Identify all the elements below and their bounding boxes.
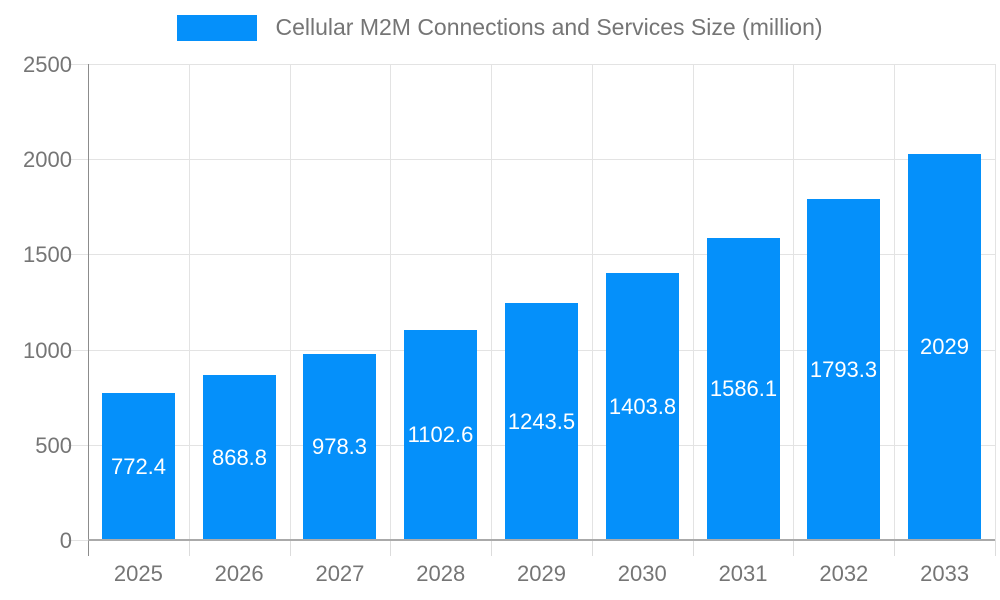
- gridline-vertical: [188, 64, 190, 540]
- bar-2031[interactable]: 1586.1: [707, 238, 780, 540]
- x-axis-tick-label: 2032: [819, 561, 869, 586]
- x-axis-tick: [491, 540, 493, 556]
- x-axis-tick: [995, 540, 996, 556]
- x-axis-line: [88, 539, 995, 541]
- x-axis-tick-label: 2025: [113, 561, 163, 586]
- y-axis-tick-label: 500: [35, 432, 72, 458]
- y-axis-tick: [68, 254, 88, 256]
- bar-value-label: 2029: [920, 334, 969, 359]
- bar-2026[interactable]: 868.8: [203, 375, 276, 540]
- x-axis-tick-label: 2031: [718, 561, 768, 586]
- x-axis-tick-label: 2028: [416, 561, 466, 586]
- y-axis-tick: [68, 444, 88, 446]
- y-axis-tick-label: 1000: [23, 337, 72, 363]
- bar-value-label: 1586.1: [709, 376, 778, 401]
- x-axis-tick: [894, 540, 896, 556]
- bar-2030[interactable]: 1403.8: [606, 273, 679, 540]
- y-axis-tick-label: 2000: [23, 147, 72, 173]
- bar-2027[interactable]: 978.3: [303, 354, 376, 540]
- gridline-vertical: [491, 64, 493, 540]
- y-axis-tick: [68, 540, 88, 541]
- bar-value-label: 1403.8: [608, 393, 677, 419]
- x-axis-tick: [289, 540, 291, 556]
- y-axis-tick-label: 2500: [23, 52, 72, 77]
- gridline-vertical: [390, 64, 392, 540]
- gridline-vertical: [894, 64, 896, 540]
- y-axis-tick: [68, 159, 88, 161]
- gridline-vertical: [692, 64, 694, 540]
- gridline-vertical: [995, 64, 996, 540]
- bar-value-label: 868.8: [211, 444, 268, 470]
- gridline-vertical: [793, 64, 795, 540]
- plot-area: 0 500 1000 1500 2000 2500 772.4 868.8 978.3 1102.…: [23, 52, 996, 586]
- x-axis-tick: [591, 540, 593, 556]
- x-axis-tick-label: 2029: [517, 561, 566, 586]
- bar-2028[interactable]: 1102.6: [404, 330, 477, 540]
- y-axis-tick-label: 1500: [23, 242, 72, 268]
- gridline-horizontal: [88, 254, 995, 256]
- legend-swatch: [177, 14, 258, 41]
- bar-value-label: 772.4: [110, 453, 167, 479]
- x-axis-tick-label: 2027: [315, 561, 365, 586]
- gridline-vertical: [591, 64, 593, 540]
- bar-value-label: 1243.5: [507, 408, 576, 434]
- legend-item[interactable]: Cellular M2M Connections and Services Si…: [0, 14, 1000, 41]
- bar-2025[interactable]: 772.4: [102, 393, 175, 540]
- gridline-horizontal: [88, 64, 995, 65]
- gridline-horizontal: [88, 159, 995, 161]
- x-axis-tick: [793, 540, 795, 556]
- x-axis-tick-label: 2030: [617, 561, 667, 586]
- bar-value-label: 978.3: [311, 434, 368, 459]
- bar-value-label: 1793.3: [809, 356, 878, 382]
- y-axis-line: [88, 64, 89, 556]
- legend-label: Cellular M2M Connections and Services Si…: [275, 14, 823, 40]
- bar-value-label: 1102.6: [407, 422, 474, 447]
- y-axis-tick: [68, 64, 88, 65]
- gridline-vertical: [289, 64, 291, 540]
- x-axis-tick-label: 2033: [920, 561, 970, 586]
- x-axis-tick-label: 2026: [214, 561, 264, 586]
- bar-2033[interactable]: 2029: [908, 154, 981, 540]
- bar-2032[interactable]: 1793.3: [807, 199, 880, 540]
- x-axis-tick: [390, 540, 392, 556]
- x-axis-tick: [692, 540, 694, 556]
- x-axis-tick: [188, 540, 190, 556]
- y-axis-tick: [68, 349, 88, 351]
- y-axis-tick-label: 0: [59, 528, 72, 553]
- bar-2029[interactable]: 1243.5: [505, 303, 578, 540]
